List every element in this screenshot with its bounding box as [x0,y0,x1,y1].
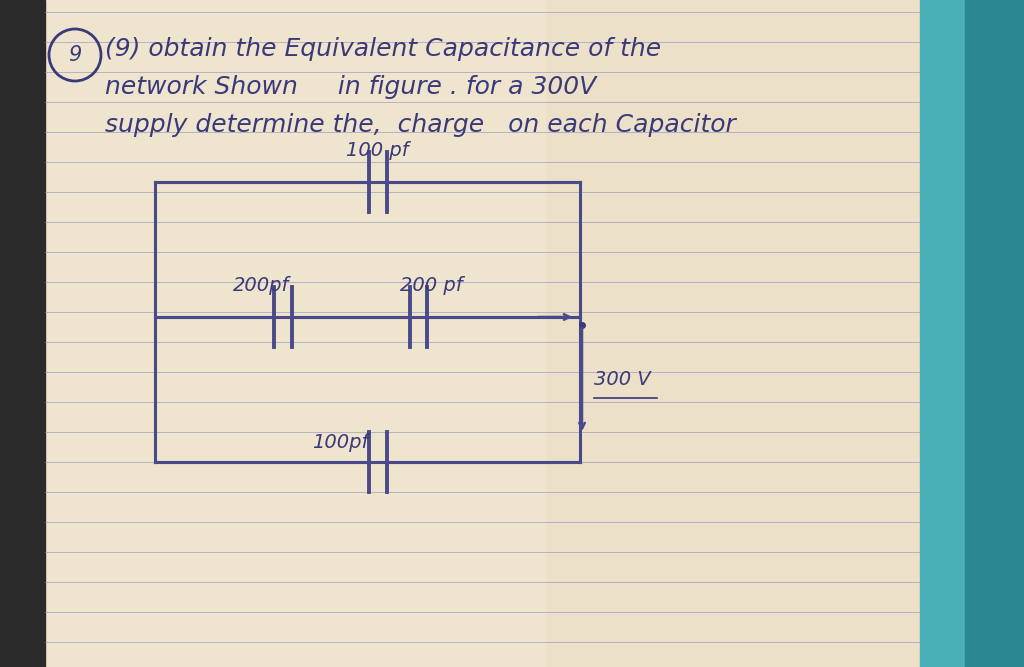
Text: 200pf: 200pf [232,276,289,295]
Text: 300 V: 300 V [594,370,650,389]
Text: 200 pf: 200 pf [400,276,463,295]
Bar [920,0,1024,667]
Bar [45,0,545,667]
Text: supply determine the,  charge   on each Capacitor: supply determine the, charge on each Cap… [105,113,736,137]
Bar [965,0,1024,667]
Text: (9) obtain the Equivalent Capacitance of the: (9) obtain the Equivalent Capacitance of… [105,37,662,61]
Bar [0,0,45,667]
Bar [45,0,920,667]
Text: 100pf: 100pf [312,433,369,452]
Text: 100 pf: 100 pf [346,141,409,160]
Text: network Shown     in figure . for a 300V: network Shown in figure . for a 300V [105,75,596,99]
Text: 9: 9 [69,45,82,65]
